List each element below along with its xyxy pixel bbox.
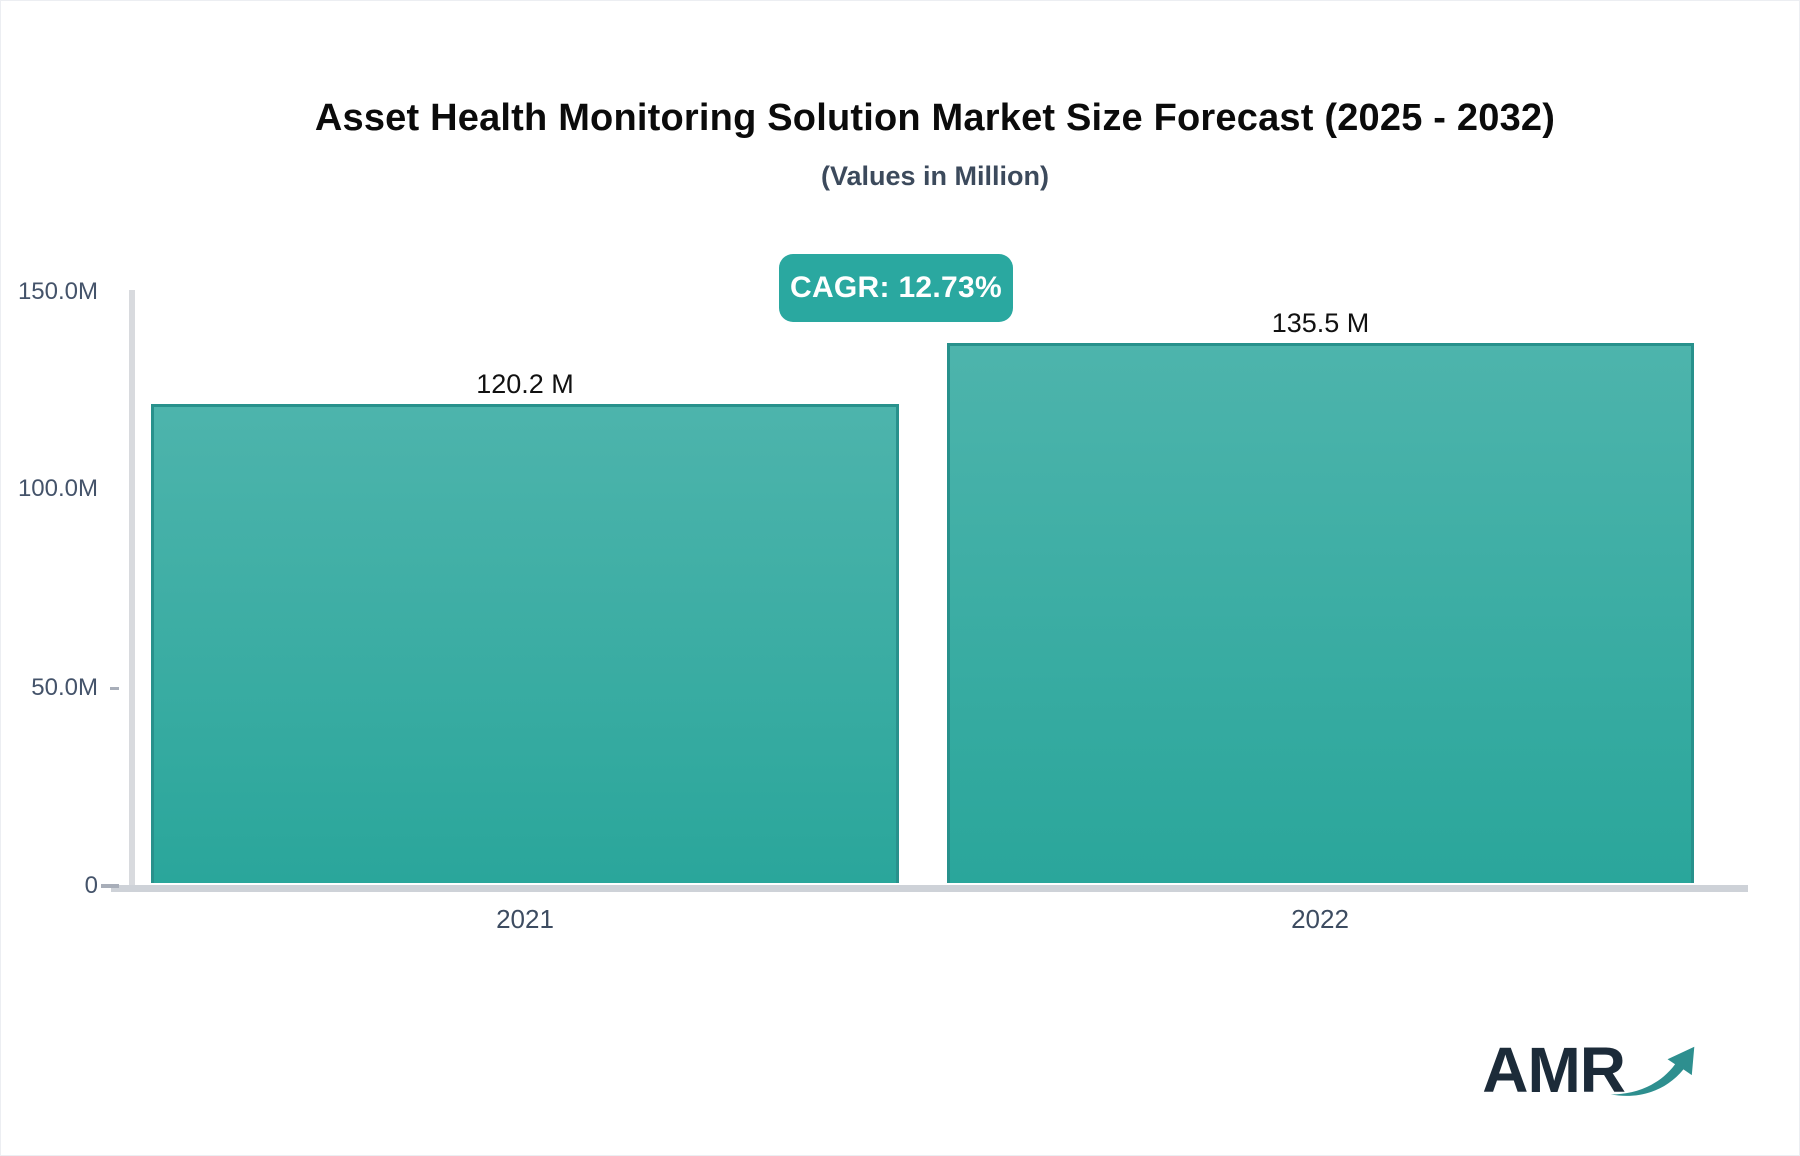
x-axis-baseline xyxy=(111,885,1748,892)
cagr-badge: CAGR: 12.73% xyxy=(779,254,1013,322)
x-tick-label-2022: 2022 xyxy=(1291,904,1349,934)
bar-2022-value-label: 135.5 M xyxy=(1271,308,1370,338)
y-tick-label-0: 0 xyxy=(84,872,98,899)
amr-logo-text: AMR xyxy=(1482,1034,1626,1107)
chart-subtitle: (Values in Million) xyxy=(820,161,1050,191)
x-tick-label-2021: 2021 xyxy=(496,904,554,934)
bar-2021[interactable]: 120.2 M xyxy=(151,369,899,883)
bar-2022[interactable]: 135.5 M xyxy=(947,308,1694,883)
y-tick-mark-50m xyxy=(110,687,119,690)
growth-arrow-icon xyxy=(1610,1046,1695,1096)
y-tick-label-150m: 150.0M xyxy=(17,278,98,305)
y-tick-label-50m: 50.0M xyxy=(31,674,98,701)
bar-2021-value-label: 120.2 M xyxy=(476,369,574,399)
chart-title: Asset Health Monitoring Solution Market … xyxy=(314,97,1556,139)
y-tick-mark-0 xyxy=(101,884,119,888)
y-tick-label-100m: 100.0M xyxy=(17,475,98,502)
amr-logo: AMR xyxy=(1482,1034,1701,1107)
y-axis-line xyxy=(129,290,135,887)
